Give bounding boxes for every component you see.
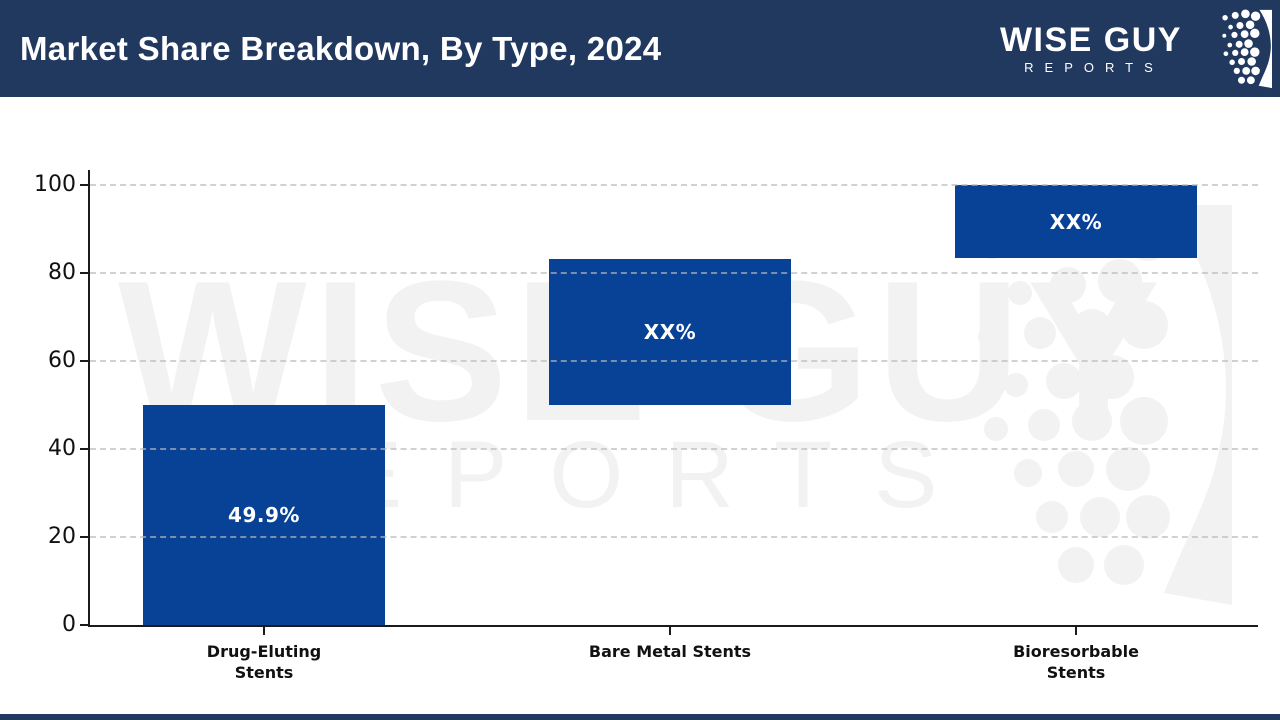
category-label: Drug-Eluting Stents [206, 642, 322, 682]
bar: 49.9% [143, 405, 385, 625]
y-tick-mark [80, 448, 88, 450]
y-tick-mark [80, 536, 88, 538]
gridline [90, 536, 1258, 538]
gridline [90, 184, 1258, 186]
plot-area: 49.9% XX% XX% [88, 170, 1258, 627]
y-tick-label: 0 [62, 612, 76, 637]
wise-guy-reports-logo: WISE GUY REPORTS [1000, 7, 1272, 91]
logo-wordmark: WISE GUY REPORTS [1000, 23, 1182, 75]
bar: XX% [955, 185, 1197, 259]
category-label: Bioresorbable Stents [1013, 642, 1139, 682]
x-tick-mark [1075, 627, 1077, 635]
y-tick-mark [80, 272, 88, 274]
bar-value-label: 49.9% [228, 503, 300, 528]
y-tick-mark [80, 624, 88, 626]
chart-title: Market Share Breakdown, By Type, 2024 [20, 29, 662, 67]
category-label: Bare Metal Stents [588, 642, 752, 661]
x-tick-mark [263, 627, 265, 635]
y-tick-mark [80, 184, 88, 186]
y-tick-label: 20 [48, 524, 76, 549]
bar: XX% [549, 258, 791, 406]
y-tick-label: 80 [48, 260, 76, 285]
gridline [90, 448, 1258, 450]
y-tick-label: 60 [48, 348, 76, 373]
y-tick-label: 100 [34, 172, 76, 197]
gridline [90, 360, 1258, 362]
y-tick-mark [80, 360, 88, 362]
y-tick-label: 40 [48, 436, 76, 461]
bar-value-label: XX% [643, 319, 697, 344]
header-bar: Market Share Breakdown, By Type, 2024 WI… [0, 0, 1280, 97]
bar-value-label: XX% [1049, 209, 1103, 234]
x-tick-mark [669, 627, 671, 635]
logo-wordmark-sub: REPORTS [1024, 59, 1164, 75]
footer-bar [0, 714, 1280, 720]
logo-wordmark-main: WISE GUY [999, 20, 1182, 59]
gridline [90, 272, 1258, 274]
logo-face-icon [1222, 9, 1272, 88]
